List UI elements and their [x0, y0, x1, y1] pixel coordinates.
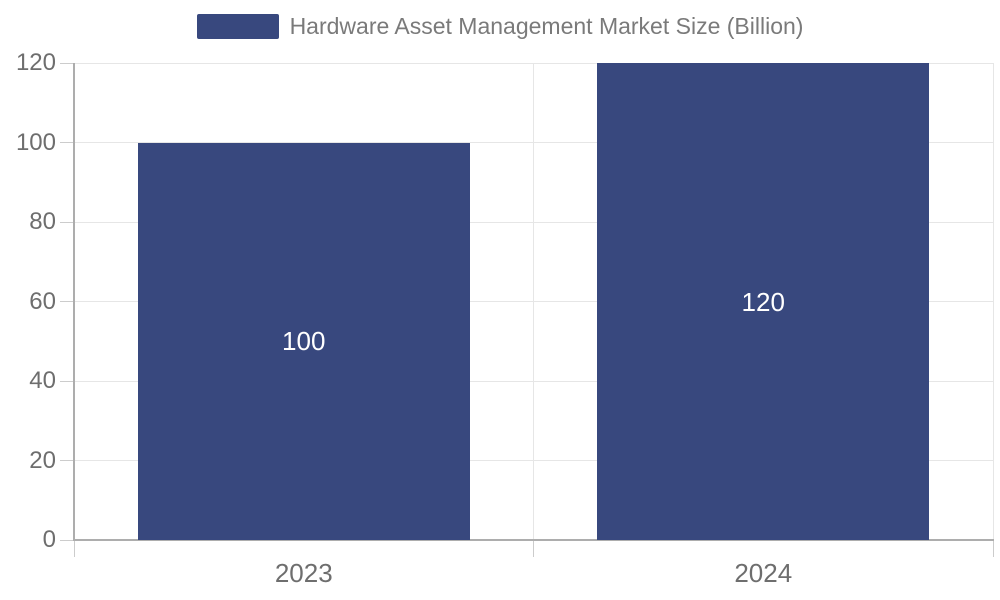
y-tick-label: 60	[29, 287, 56, 315]
y-tick-label: 0	[42, 526, 56, 553]
x-axis-tick	[533, 540, 534, 557]
y-tick-label: 120	[15, 49, 56, 76]
bar[interactable]	[137, 142, 470, 540]
x-axis-tick	[992, 540, 994, 557]
y-axis-tick	[60, 539, 74, 541]
x-gridline	[992, 63, 994, 540]
legend-label: Hardware Asset Management Market Size (B…	[289, 13, 804, 39]
y-axis-tick	[60, 221, 74, 223]
y-axis-tick	[60, 142, 74, 143]
y-axis-tick	[60, 301, 74, 302]
y-tick-label: 80	[29, 208, 56, 235]
x-axis-tick	[73, 540, 75, 557]
legend-swatch-icon	[196, 14, 279, 39]
x-axis-line	[73, 539, 994, 541]
y-tick-label: 100	[15, 128, 56, 156]
y-axis-tick	[60, 380, 74, 382]
y-axis-tick	[60, 460, 74, 461]
x-tick-label: 2024	[734, 558, 793, 588]
y-tick-label: 40	[29, 367, 56, 394]
bar-value-label: 100	[282, 326, 326, 357]
legend[interactable]: Hardware Asset Management Market Size (B…	[0, 14, 1000, 39]
y-axis-tick	[60, 62, 74, 64]
y-axis-line	[73, 63, 75, 540]
bar[interactable]	[597, 63, 930, 540]
x-gridline	[533, 63, 534, 540]
x-tick-label: 2023	[274, 558, 333, 588]
y-tick-label: 20	[29, 446, 56, 474]
bar-value-label: 120	[741, 286, 785, 317]
